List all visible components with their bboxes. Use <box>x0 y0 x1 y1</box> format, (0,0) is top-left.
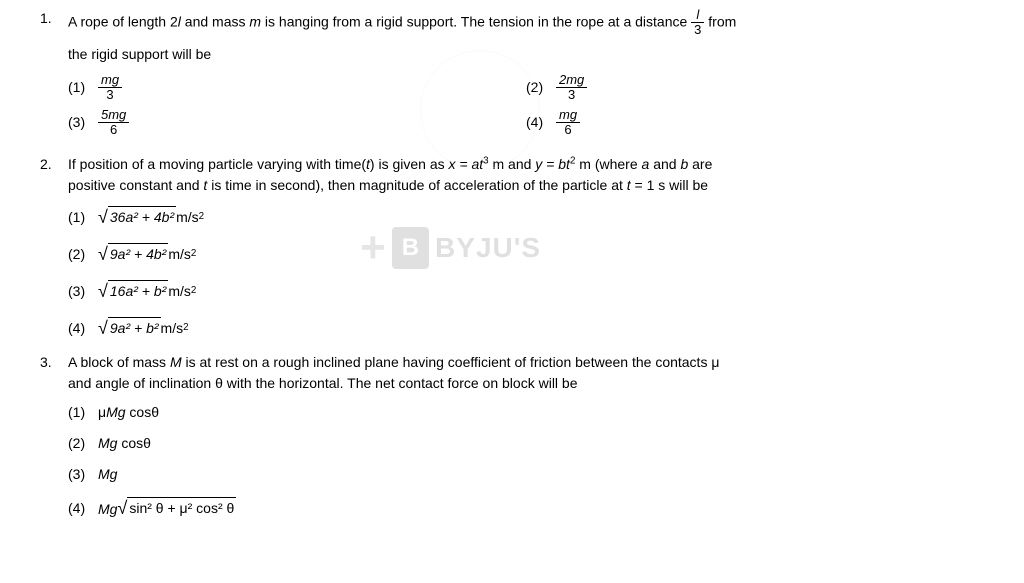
q2-text-h: is time in second), then magnitude of ac… <box>207 177 626 193</box>
q3-text-a: A block of mass <box>68 354 170 370</box>
q3-opt4-num: (4) <box>68 498 98 519</box>
q2-text: If position of a moving particle varying… <box>68 154 984 196</box>
q1-option-4: (4) mg6 <box>526 108 984 138</box>
q1-opt3-num: (3) <box>68 112 98 133</box>
q2-text-d: m (where <box>575 156 641 172</box>
q1-text: A rope of length 2l and mass m is hangin… <box>68 8 984 65</box>
q1-option-2: (2) 2mg3 <box>526 73 984 103</box>
q2-opt2-sup: 2 <box>191 247 196 262</box>
q1-frac-num: l <box>691 8 704 23</box>
q1-text-d: from <box>704 14 736 30</box>
q2-text-e: and <box>649 156 680 172</box>
q2-eqx: x = at <box>449 156 484 172</box>
q3-opt4-r: sin² θ + μ² cos² θ <box>127 497 236 519</box>
q2-opt4-sup: 2 <box>183 321 188 336</box>
q2-opt3-num: (3) <box>68 281 98 302</box>
q1-opt4-num: (4) <box>526 112 556 133</box>
q3-opt2-num: (2) <box>68 433 98 454</box>
q1-opt2-fnum: 2mg <box>556 73 587 88</box>
q1-opt2-num: (2) <box>526 77 556 98</box>
q2-opt3-r: 16a² + b² <box>108 280 168 302</box>
question-1: 1. A rope of length 2l and mass m is han… <box>40 8 984 144</box>
q3-text-b: is at rest on a rough inclined plane hav… <box>182 354 720 370</box>
q2-option-3: (3) √16a² + b² m/s2 <box>68 278 984 305</box>
q3-option-4: (4) Mg√sin² θ + μ² cos² θ <box>68 495 984 522</box>
q3-opt1-pre: μ <box>98 404 106 420</box>
question-2: 2. If position of a moving particle vary… <box>40 154 984 342</box>
question-3: 3. A block of mass M is at rest on a rou… <box>40 352 984 522</box>
q1-option-3: (3) 5mg6 <box>68 108 526 138</box>
q2-option-2: (2) √9a² + 4b² m/s2 <box>68 241 984 268</box>
q1-text-b: and mass <box>181 14 249 30</box>
q2-option-1: (1) √36a² + 4b² m/s2 <box>68 204 984 231</box>
q2-opt1-num: (1) <box>68 207 98 228</box>
q2-text-b: ) is given as <box>370 156 449 172</box>
q2-eqy: y = bt <box>535 156 570 172</box>
q1-opt3-fden: 6 <box>98 123 129 137</box>
q1-opt1-fnum: mg <box>98 73 122 88</box>
q3-opt2-t: cosθ <box>117 435 150 451</box>
q2-opt2-unit: m/s <box>168 244 191 265</box>
q1-option-1: (1) mg3 <box>68 73 526 103</box>
q2-opt1-sup: 2 <box>199 210 204 225</box>
q3-option-2: (2) Mg cosθ <box>68 433 984 454</box>
q1-text-a: A rope of length 2 <box>68 14 178 30</box>
q3-option-1: (1) μMg cosθ <box>68 402 984 423</box>
q2-opt1-unit: m/s <box>176 207 199 228</box>
q2-opt3-sup: 2 <box>191 284 196 299</box>
q2-opt2-r: 9a² + 4b² <box>108 243 168 265</box>
q1-opt4-fden: 6 <box>556 123 580 137</box>
q2-opt2-num: (2) <box>68 244 98 265</box>
q1-text-c: is hanging from a rigid support. The ten… <box>261 14 691 30</box>
q2-opt4-r: 9a² + b² <box>108 317 161 339</box>
q1-number: 1. <box>40 8 68 65</box>
q1-text-e: the rigid support will be <box>68 44 984 65</box>
q1-opt3-fnum: 5mg <box>98 108 129 123</box>
q3-opt1-t: cosθ <box>126 404 159 420</box>
q3-text-c: and angle of inclination θ with the hori… <box>68 373 984 394</box>
q1-frac-den: 3 <box>691 23 704 37</box>
q3-option-3: (3) Mg <box>68 464 984 485</box>
q2-text-g: positive constant and <box>68 177 203 193</box>
q2-opt4-unit: m/s <box>161 318 184 339</box>
q2-text-i: = 1 s will be <box>631 177 708 193</box>
q3-opt1-num: (1) <box>68 402 98 423</box>
q1-opt2-fden: 3 <box>556 88 587 102</box>
q3-opt3-num: (3) <box>68 464 98 485</box>
q1-opt1-num: (1) <box>68 77 98 98</box>
q1-opt1-fden: 3 <box>98 88 122 102</box>
q2-text-f: are <box>688 156 712 172</box>
q2-opt4-num: (4) <box>68 318 98 339</box>
q2-number: 2. <box>40 154 68 196</box>
q2-option-4: (4) √9a² + b² m/s2 <box>68 315 984 342</box>
q2-opt3-unit: m/s <box>168 281 191 302</box>
q1-opt4-fnum: mg <box>556 108 580 123</box>
q2-text-c: m and <box>489 156 536 172</box>
q3-number: 3. <box>40 352 68 394</box>
q2-opt1-r: 36a² + 4b² <box>108 206 176 228</box>
q3-text: A block of mass M is at rest on a rough … <box>68 352 984 394</box>
q2-text-a: If position of a moving particle varying… <box>68 156 366 172</box>
